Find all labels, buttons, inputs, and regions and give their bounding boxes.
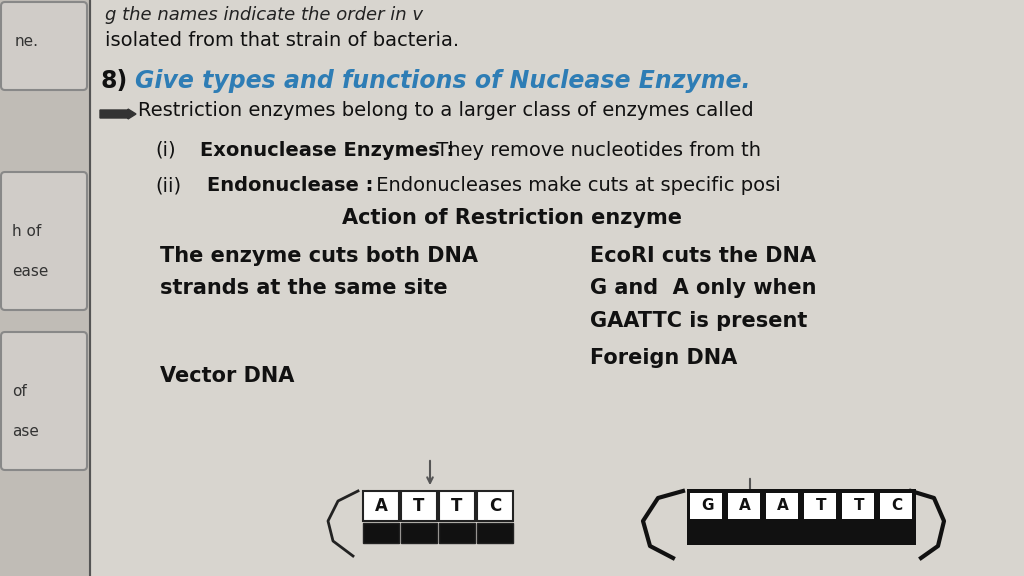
Bar — [801, 489, 840, 545]
Bar — [690, 493, 722, 519]
Text: G and  A only when: G and A only when — [590, 278, 816, 298]
Text: of: of — [12, 384, 27, 399]
Text: ne.: ne. — [15, 33, 39, 48]
Text: Restriction enzymes belong to a larger class of enzymes called: Restriction enzymes belong to a larger c… — [138, 101, 754, 120]
FancyBboxPatch shape — [1, 332, 87, 470]
Bar — [439, 491, 475, 521]
Bar — [439, 523, 475, 543]
Text: EcoRI cuts the DNA: EcoRI cuts the DNA — [590, 246, 816, 266]
Bar — [401, 523, 437, 543]
Text: T: T — [452, 497, 463, 515]
Bar — [880, 493, 912, 519]
Bar — [839, 489, 878, 545]
Text: Exonuclease Enzymes :: Exonuclease Enzymes : — [200, 141, 455, 160]
Text: (ii): (ii) — [155, 176, 181, 195]
Bar — [362, 523, 399, 543]
Bar — [804, 493, 836, 519]
Text: They remove nucleotides from th: They remove nucleotides from th — [430, 141, 761, 160]
Bar — [842, 493, 874, 519]
Text: C: C — [488, 497, 501, 515]
Text: T: T — [854, 498, 864, 513]
Text: G: G — [700, 498, 714, 513]
Bar — [0, 0, 90, 576]
Bar — [877, 489, 916, 545]
Text: Endonuclease :: Endonuclease : — [207, 176, 374, 195]
Text: T: T — [414, 497, 425, 515]
Bar — [763, 489, 802, 545]
Text: 8): 8) — [100, 69, 127, 93]
Bar — [728, 493, 760, 519]
Text: Give types and functions of Nuclease Enzyme.: Give types and functions of Nuclease Enz… — [135, 69, 751, 93]
Text: Foreign DNA: Foreign DNA — [590, 348, 737, 368]
FancyArrow shape — [100, 109, 136, 119]
Bar — [725, 489, 764, 545]
FancyBboxPatch shape — [1, 2, 87, 90]
Bar — [766, 493, 798, 519]
Text: The enzyme cuts both DNA: The enzyme cuts both DNA — [160, 246, 478, 266]
Bar — [687, 489, 726, 545]
Bar — [401, 491, 437, 521]
Text: GAATTC is present: GAATTC is present — [590, 311, 807, 331]
Bar — [362, 491, 399, 521]
Bar — [477, 491, 513, 521]
Text: h of: h of — [12, 223, 41, 238]
Text: ease: ease — [12, 263, 48, 279]
Text: g the names indicate the order in v: g the names indicate the order in v — [105, 6, 423, 24]
Text: Action of Restriction enzyme: Action of Restriction enzyme — [342, 208, 682, 228]
Text: A: A — [375, 497, 387, 515]
Bar — [477, 523, 513, 543]
Text: strands at the same site: strands at the same site — [160, 278, 447, 298]
Text: A: A — [777, 498, 788, 513]
Text: (i): (i) — [155, 141, 176, 160]
Text: T: T — [816, 498, 826, 513]
Text: Endonucleases make cuts at specific posi: Endonucleases make cuts at specific posi — [370, 176, 780, 195]
FancyBboxPatch shape — [1, 172, 87, 310]
Text: isolated from that strain of bacteria.: isolated from that strain of bacteria. — [105, 31, 459, 50]
Text: ase: ase — [12, 423, 39, 438]
Text: Vector DNA: Vector DNA — [160, 366, 294, 386]
Text: A: A — [739, 498, 751, 513]
Text: C: C — [892, 498, 902, 513]
